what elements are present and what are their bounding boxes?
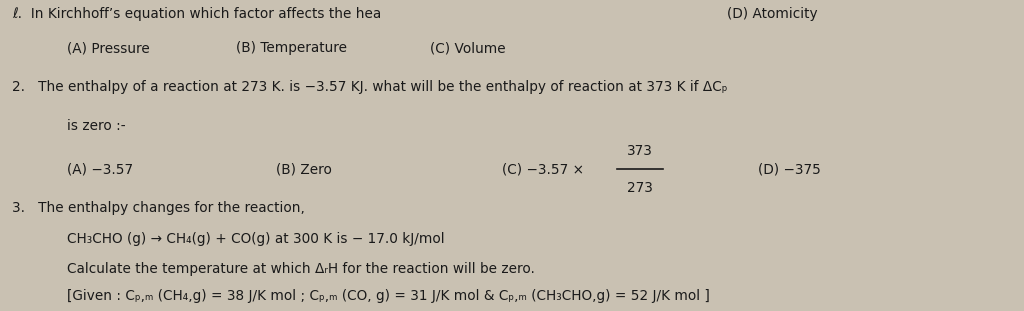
- Text: (C) −3.57 ×: (C) −3.57 ×: [502, 162, 584, 177]
- Text: 3.   The enthalpy changes for the reaction,: 3. The enthalpy changes for the reaction…: [12, 201, 305, 216]
- Text: 2.   The enthalpy of a reaction at 273 K. is −3.57 KJ. what will be the enthalpy: 2. The enthalpy of a reaction at 273 K. …: [12, 80, 728, 94]
- Text: (C) Volume: (C) Volume: [430, 41, 506, 55]
- Text: CH₃CHO (g) → CH₄(g) + CO(g) at 300 K is − 17.0 kJ/mol: CH₃CHO (g) → CH₄(g) + CO(g) at 300 K is …: [67, 232, 444, 247]
- Text: [Given : Cₚ,ₘ (CH₄,g) = 38 J/K mol ; Cₚ,ₘ (CO, g) = 31 J/K mol & Cₚ,ₘ (CH₃CHO,g): [Given : Cₚ,ₘ (CH₄,g) = 38 J/K mol ; Cₚ,…: [67, 289, 710, 303]
- Text: 373: 373: [627, 144, 653, 158]
- Text: Calculate the temperature at which ΔᵣH for the reaction will be zero.: Calculate the temperature at which ΔᵣH f…: [67, 262, 535, 276]
- Text: 273: 273: [627, 181, 653, 195]
- Text: (A) Pressure: (A) Pressure: [67, 41, 150, 55]
- Text: (A) −3.57: (A) −3.57: [67, 162, 133, 177]
- Text: (D) −375: (D) −375: [758, 162, 820, 177]
- Text: is zero :-: is zero :-: [67, 119, 125, 133]
- Text: (D) Atomicity: (D) Atomicity: [727, 7, 818, 21]
- Text: (B) Temperature: (B) Temperature: [236, 41, 346, 55]
- Text: (B) Zero: (B) Zero: [276, 162, 333, 177]
- Text: ℓ.  In Kirchhoff’s equation which factor affects the hea: ℓ. In Kirchhoff’s equation which factor …: [12, 7, 382, 21]
